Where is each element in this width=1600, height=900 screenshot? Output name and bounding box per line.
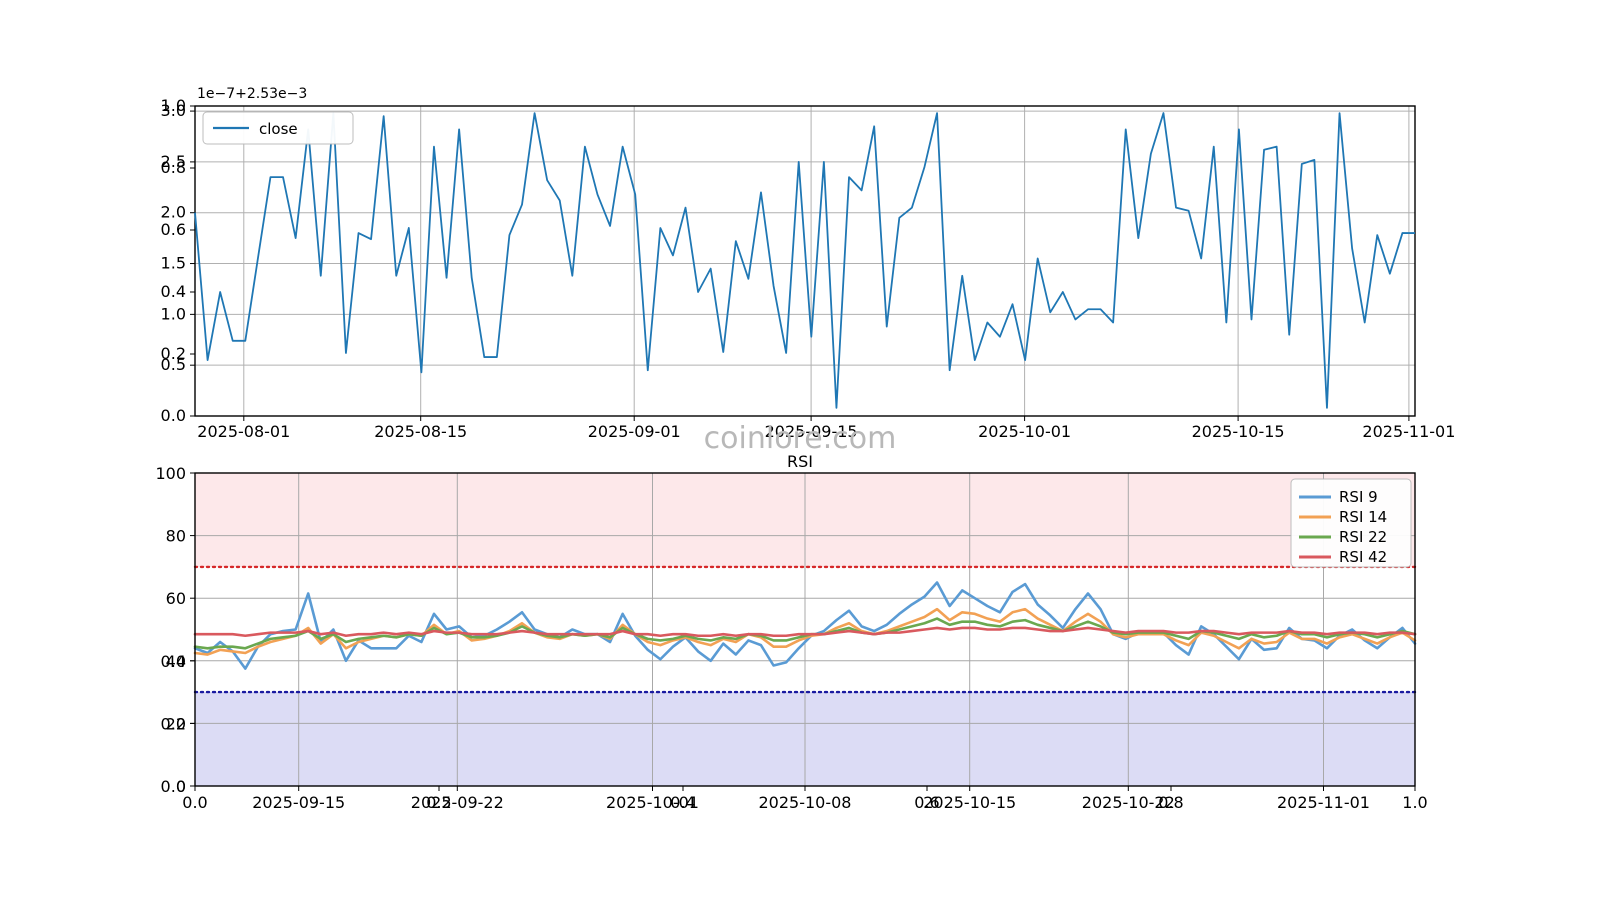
price-xtick-label: 2025-11-01: [1362, 422, 1455, 441]
rsi-xtick-label: 2025-09-22: [411, 793, 504, 812]
price-legend-box: [202, 111, 354, 145]
price-axis-offset-text: 1e−7+2.53e−3: [197, 86, 307, 102]
rsi-xtick-label: 2025-11-01: [1277, 793, 1370, 812]
rsi-overlay-ytick-label: 0.2: [161, 714, 186, 733]
rsi-ytick-label: 20: [166, 714, 186, 733]
price-xtick-label: 2025-09-01: [588, 422, 681, 441]
rsi-overlay-ytick-label: 0.0: [161, 777, 186, 796]
price-xtick-label: 2025-08-01: [197, 422, 290, 441]
rsi-overlay-xtick-label: 0.0: [182, 793, 207, 812]
price-xtick-label: 2025-08-15: [374, 422, 467, 441]
price-close-line: [194, 112, 1415, 409]
rsi-ytick-label: 100: [155, 464, 186, 483]
price-overlay-ytick-label: 0.2: [161, 344, 186, 363]
rsi-legend-label-rsi-42: RSI 42: [1339, 548, 1387, 566]
rsi-xtick-label: 2025-10-08: [759, 793, 852, 812]
price-ytick-label: 0.5: [161, 355, 186, 374]
rsi-ytick-label: 80: [166, 527, 186, 546]
rsi-panel-title: RSI: [787, 452, 813, 471]
price-overlay-ytick-label: 1.0: [161, 96, 186, 115]
rsi-legend-label-rsi-9: RSI 9: [1339, 488, 1378, 506]
rsi-xtick-label: 2025-10-01: [606, 793, 699, 812]
price-ytick-label: 3.0: [161, 101, 186, 120]
price-overlay-ytick-label: 0.4: [161, 282, 186, 301]
rsi-ytick-label: 40: [166, 652, 186, 671]
rsi-xtick-label: 2025-09-15: [252, 793, 345, 812]
price-xtick-label: 2025-10-01: [978, 422, 1071, 441]
rsi-overlay-ytick-label: 0.4: [161, 652, 186, 671]
price-overlay-ytick-label: 0.6: [161, 220, 186, 239]
rsi-xtick-label: 2025-10-22: [1082, 793, 1175, 812]
rsi-overlay-xtick-label: 0.6: [914, 793, 939, 812]
watermark-text: coinlore.com: [704, 421, 897, 456]
price-ytick-label: 2.5: [161, 152, 186, 171]
price-ytick-label: 1.0: [161, 304, 186, 323]
price-overlay-ytick-label: 0.8: [161, 158, 186, 177]
price-xtick-label: 2025-09-15: [765, 422, 858, 441]
rsi-legend-box: [1290, 478, 1412, 568]
rsi-overlay-xtick-label: 0.4: [670, 793, 695, 812]
rsi-ytick-label: 60: [166, 589, 186, 608]
rsi-xtick-label: 2025-10-15: [923, 793, 1016, 812]
rsi-legend-label-rsi-22: RSI 22: [1339, 528, 1387, 546]
rsi-line-rsi-42: [193, 626, 1417, 638]
price-xtick-label: 2025-10-15: [1192, 422, 1285, 441]
price-ytick-label: 2.0: [161, 203, 186, 222]
rsi-overlay-xtick-label: 0.2: [426, 793, 451, 812]
rsi-overlay-xtick-label: 0.8: [1158, 793, 1183, 812]
rsi-legend-label-rsi-14: RSI 14: [1339, 508, 1387, 526]
price-plot-border: [194, 105, 1416, 417]
rsi-ytick-label: 0: [176, 777, 186, 796]
price-ytick-label: 1.5: [161, 254, 186, 273]
rsi-plot-border: [194, 472, 1416, 787]
rsi-overlay-xtick-label: 1.0: [1402, 793, 1427, 812]
price-overlay-ytick-label: 0.0: [161, 406, 186, 425]
price-legend-label-close: close: [259, 120, 298, 138]
